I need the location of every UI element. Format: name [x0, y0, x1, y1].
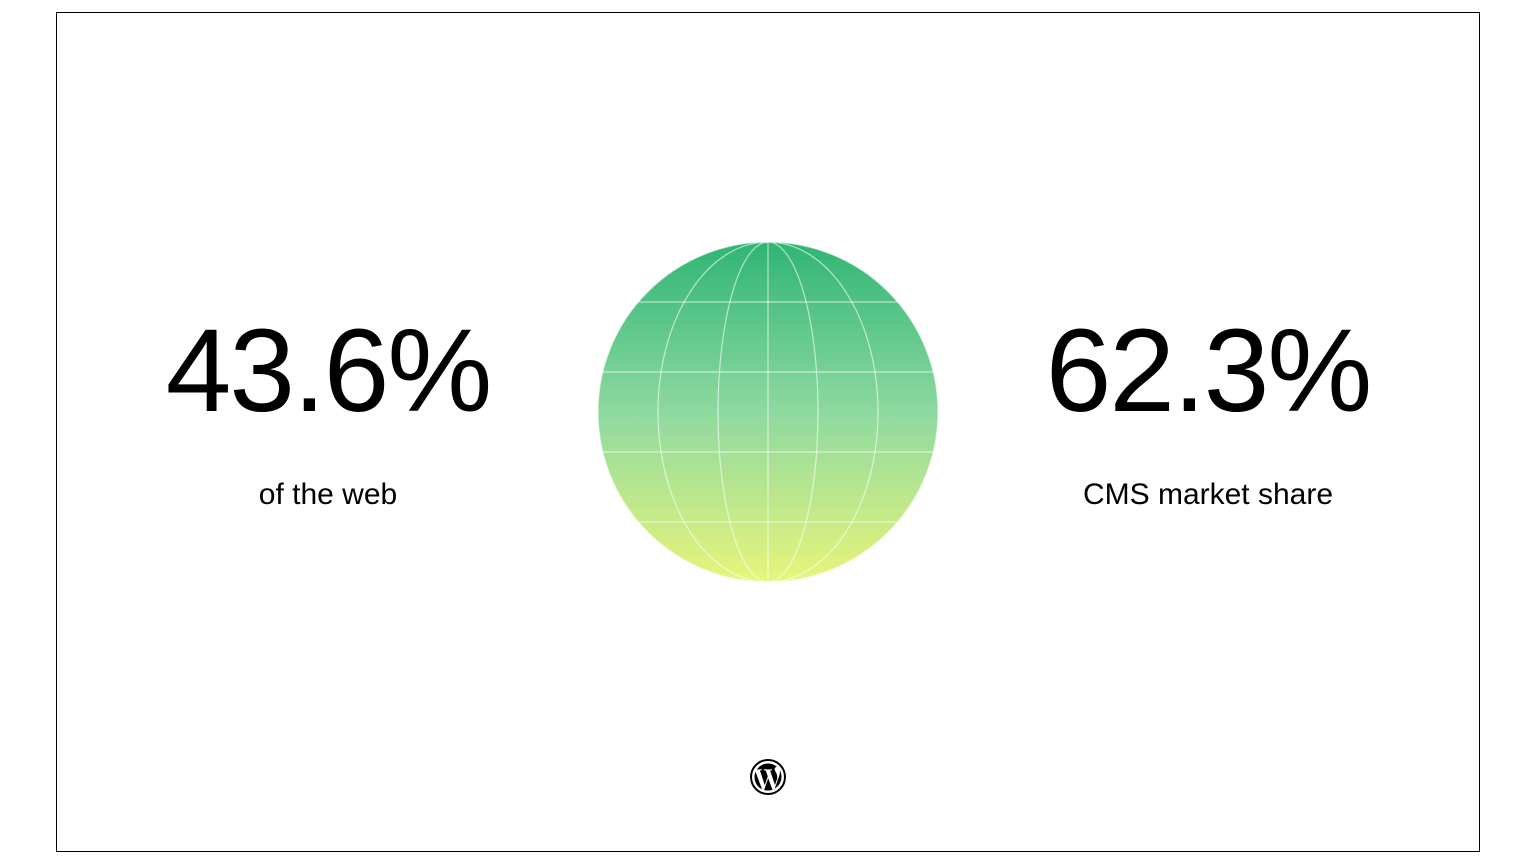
content-row: 43.6% of the web [57, 242, 1479, 582]
wordpress-icon [750, 759, 786, 795]
stat-left: 43.6% of the web [138, 312, 518, 512]
stat-left-label: of the web [259, 478, 397, 512]
stat-right-value: 62.3% [1046, 312, 1371, 430]
stat-right: 62.3% CMS market share [1018, 312, 1398, 512]
stat-right-label: CMS market share [1083, 478, 1333, 512]
stat-left-value: 43.6% [166, 312, 491, 430]
slide-frame: 43.6% of the web [56, 12, 1480, 852]
globe-icon [598, 242, 938, 582]
